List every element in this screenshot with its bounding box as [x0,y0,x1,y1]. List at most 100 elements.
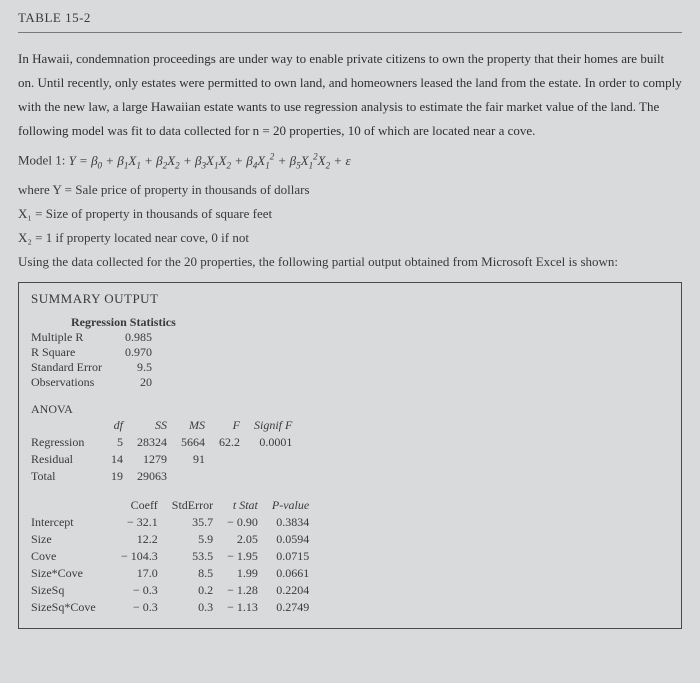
cell-value: 20 [112,375,162,390]
cell: − 104.3 [121,548,172,565]
col-header [31,497,121,514]
def-note: Using the data collected for the 20 prop… [18,250,682,274]
cell-value: 0.985 [112,330,162,345]
table-row: Standard Error9.5 [31,360,162,375]
model-label: Model 1: [18,153,69,168]
anova-title: ANOVA [31,402,669,417]
regstats-title: Regression Statistics [71,315,669,330]
cell-label: Observations [31,375,112,390]
col-header: df [111,417,137,434]
cell: SizeSq [31,582,121,599]
cell: 5.9 [172,531,227,548]
cell: 17.0 [121,565,172,582]
table-row: Size*Cove17.08.51.990.0661 [31,565,323,582]
cell: Size [31,531,121,548]
cell [219,451,254,468]
cell: 19 [111,468,137,485]
cell: 62.2 [219,434,254,451]
cell [254,451,306,468]
cell: 0.2749 [272,599,323,616]
summary-output-box: SUMMARY OUTPUT Regression Statistics Mul… [18,282,682,629]
page: TABLE 15-2 In Hawaii, condemnation proce… [0,0,700,639]
cell: Size*Cove [31,565,121,582]
cell [181,468,219,485]
table-row: Coeff StdError t Stat P-value [31,497,323,514]
table-row: df SS MS F Signif F [31,417,306,434]
cell: 0.2204 [272,582,323,599]
cell: Total [31,468,111,485]
cell-label: Standard Error [31,360,112,375]
cell [219,468,254,485]
col-header [31,417,111,434]
divider [18,32,682,33]
cell: − 32.1 [121,514,172,531]
col-header: StdError [172,497,227,514]
cell: Cove [31,548,121,565]
def-x2: X₂ = 1 if property located near cove, 0 … [18,226,682,250]
col-header: F [219,417,254,434]
coefs-table: Coeff StdError t Stat P-value Intercept−… [31,497,323,616]
table-row: Size12.25.92.050.0594 [31,531,323,548]
cell: 91 [181,451,219,468]
cell-value: 0.970 [112,345,162,360]
model-eq: Y = β0 + β1X1 + β2X2 + β3X1X2 + β4X12 + … [69,153,351,168]
summary-title: SUMMARY OUTPUT [31,291,669,307]
cell: 53.5 [172,548,227,565]
cell: 14 [111,451,137,468]
table-row: SizeSq*Cove− 0.30.3− 1.130.2749 [31,599,323,616]
problem-text: In Hawaii, condemnation proceedings are … [18,47,682,143]
regstats-table: Multiple R0.985 R Square0.970 Standard E… [31,330,162,390]
paragraph-1: In Hawaii, condemnation proceedings are … [18,47,682,143]
cell: 0.0594 [272,531,323,548]
cell: Residual [31,451,111,468]
table-row: Intercept− 32.135.7− 0.900.3834 [31,514,323,531]
table-row: Total1929063 [31,468,306,485]
table-row: Observations20 [31,375,162,390]
cell: 2.05 [227,531,272,548]
table-row: Cove− 104.353.5− 1.950.0715 [31,548,323,565]
col-header: t Stat [227,497,272,514]
col-header: SS [137,417,181,434]
col-header: Signif F [254,417,306,434]
cell: 0.0715 [272,548,323,565]
cell: − 0.3 [121,582,172,599]
table-row: R Square0.970 [31,345,162,360]
cell: − 1.28 [227,582,272,599]
cell: 0.2 [172,582,227,599]
cell: 0.3 [172,599,227,616]
cell: − 1.13 [227,599,272,616]
cell: − 1.95 [227,548,272,565]
anova-table: df SS MS F Signif F Regression5283245664… [31,417,306,485]
cell-value: 9.5 [112,360,162,375]
cell: 0.3834 [272,514,323,531]
def-y: where Y = Sale price of property in thou… [18,178,682,202]
table-row: SizeSq− 0.30.2− 1.280.2204 [31,582,323,599]
cell: − 0.3 [121,599,172,616]
cell-label: Multiple R [31,330,112,345]
cell: 12.2 [121,531,172,548]
cell: Regression [31,434,111,451]
table-row: Residual14127991 [31,451,306,468]
cell: − 0.90 [227,514,272,531]
model-equation: Model 1: Y = β0 + β1X1 + β2X2 + β3X1X2 +… [18,151,682,170]
col-header: Coeff [121,497,172,514]
table-label: TABLE 15-2 [18,10,682,26]
cell: 35.7 [172,514,227,531]
definitions: where Y = Sale price of property in thou… [18,178,682,274]
cell: 0.0001 [254,434,306,451]
cell: SizeSq*Cove [31,599,121,616]
cell: Intercept [31,514,121,531]
table-row: Regression528324566462.20.0001 [31,434,306,451]
cell: 1.99 [227,565,272,582]
cell: 1279 [137,451,181,468]
def-x1: X₁ = Size of property in thousands of sq… [18,202,682,226]
col-header: P-value [272,497,323,514]
cell-label: R Square [31,345,112,360]
table-row: Multiple R0.985 [31,330,162,345]
cell: 0.0661 [272,565,323,582]
cell: 28324 [137,434,181,451]
cell [254,468,306,485]
col-header: MS [181,417,219,434]
cell: 8.5 [172,565,227,582]
cell: 5 [111,434,137,451]
